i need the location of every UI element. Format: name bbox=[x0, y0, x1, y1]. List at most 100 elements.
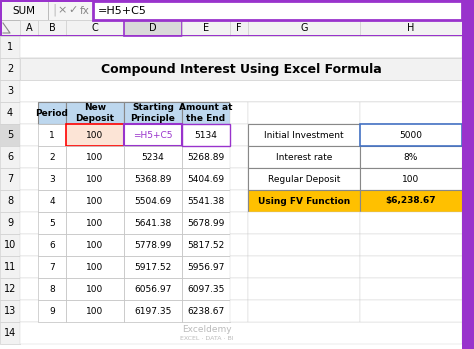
Bar bbox=[0, 168, 20, 190]
Bar bbox=[20, 190, 462, 212]
Bar bbox=[124, 212, 182, 234]
Bar bbox=[124, 20, 182, 36]
Bar bbox=[124, 256, 182, 278]
Text: 100: 100 bbox=[86, 131, 104, 140]
Text: F: F bbox=[236, 23, 242, 33]
Bar bbox=[20, 36, 462, 58]
Bar bbox=[38, 20, 66, 36]
Bar bbox=[230, 256, 248, 278]
Bar bbox=[66, 300, 124, 322]
Text: New
Deposit: New Deposit bbox=[75, 103, 115, 123]
Bar bbox=[38, 124, 66, 146]
Text: 5234: 5234 bbox=[142, 153, 164, 162]
Text: 8: 8 bbox=[49, 284, 55, 294]
Text: 100: 100 bbox=[86, 262, 104, 272]
Bar bbox=[66, 278, 124, 300]
Text: ✓: ✓ bbox=[68, 6, 78, 15]
Text: Regular Deposit: Regular Deposit bbox=[268, 174, 340, 184]
Bar bbox=[124, 234, 182, 256]
Bar bbox=[360, 300, 462, 322]
Bar bbox=[124, 124, 182, 146]
Text: 6238.67: 6238.67 bbox=[187, 306, 225, 315]
Text: 5956.97: 5956.97 bbox=[187, 262, 225, 272]
Text: 6: 6 bbox=[49, 240, 55, 250]
Bar bbox=[0, 1, 462, 20]
Text: 100: 100 bbox=[86, 174, 104, 184]
Text: 3: 3 bbox=[49, 174, 55, 184]
Text: 5641.38: 5641.38 bbox=[134, 218, 172, 228]
Text: 11: 11 bbox=[4, 262, 16, 272]
Text: 10: 10 bbox=[4, 240, 16, 250]
Text: 5134: 5134 bbox=[194, 131, 218, 140]
Bar bbox=[0, 212, 20, 234]
Bar bbox=[182, 20, 230, 36]
Text: 5: 5 bbox=[7, 130, 13, 140]
Bar bbox=[360, 124, 462, 146]
Text: 5678.99: 5678.99 bbox=[187, 218, 225, 228]
Bar bbox=[66, 212, 124, 234]
Bar bbox=[66, 102, 124, 124]
Bar bbox=[360, 124, 462, 146]
Bar bbox=[66, 20, 124, 36]
Bar bbox=[0, 36, 20, 58]
Text: 100: 100 bbox=[86, 284, 104, 294]
Bar bbox=[20, 234, 462, 256]
Bar bbox=[38, 300, 66, 322]
Text: 1: 1 bbox=[49, 131, 55, 140]
Text: 6: 6 bbox=[7, 152, 13, 162]
Bar bbox=[66, 146, 124, 168]
Text: 5541.38: 5541.38 bbox=[187, 196, 225, 206]
Bar bbox=[124, 190, 182, 212]
Text: fx: fx bbox=[80, 6, 90, 15]
Bar bbox=[230, 190, 248, 212]
Bar bbox=[248, 278, 360, 300]
Bar bbox=[182, 168, 230, 190]
Bar bbox=[20, 58, 462, 80]
Bar bbox=[248, 234, 360, 256]
Bar bbox=[248, 256, 360, 278]
Text: 100: 100 bbox=[86, 196, 104, 206]
Text: 13: 13 bbox=[4, 306, 16, 316]
Text: 5134: 5134 bbox=[194, 131, 218, 140]
Bar bbox=[38, 102, 66, 124]
Text: 100: 100 bbox=[86, 218, 104, 228]
Bar bbox=[0, 58, 20, 80]
Bar bbox=[20, 80, 462, 102]
Text: B: B bbox=[49, 23, 55, 33]
Bar bbox=[124, 168, 182, 190]
Bar bbox=[38, 168, 66, 190]
Text: 2: 2 bbox=[7, 64, 13, 74]
Bar bbox=[360, 102, 462, 124]
Bar bbox=[0, 234, 20, 256]
Bar bbox=[360, 146, 462, 168]
Text: 5268.89: 5268.89 bbox=[187, 153, 225, 162]
Text: 9: 9 bbox=[49, 306, 55, 315]
Bar bbox=[66, 168, 124, 190]
Text: 8: 8 bbox=[7, 196, 13, 206]
Bar bbox=[248, 190, 360, 212]
Text: EXCEL · DATA · BI: EXCEL · DATA · BI bbox=[180, 336, 234, 342]
Text: 3: 3 bbox=[7, 86, 13, 96]
Bar bbox=[0, 256, 20, 278]
Bar bbox=[360, 212, 462, 234]
Bar bbox=[182, 300, 230, 322]
Text: 5778.99: 5778.99 bbox=[134, 240, 172, 250]
Text: 9: 9 bbox=[7, 218, 13, 228]
Bar bbox=[360, 168, 462, 190]
Bar bbox=[20, 322, 462, 344]
Bar bbox=[0, 80, 20, 102]
Bar bbox=[230, 234, 248, 256]
Bar bbox=[182, 256, 230, 278]
Text: Interest rate: Interest rate bbox=[276, 153, 332, 162]
Text: 6056.97: 6056.97 bbox=[134, 284, 172, 294]
Bar bbox=[20, 58, 462, 80]
Bar bbox=[0, 20, 20, 36]
Text: Exceldemy: Exceldemy bbox=[182, 326, 232, 334]
Bar bbox=[248, 102, 360, 124]
Text: 7: 7 bbox=[49, 262, 55, 272]
Text: =H5+C5: =H5+C5 bbox=[98, 6, 147, 15]
Text: 6097.35: 6097.35 bbox=[187, 284, 225, 294]
Bar bbox=[38, 146, 66, 168]
Bar bbox=[230, 212, 248, 234]
Text: 12: 12 bbox=[4, 284, 16, 294]
